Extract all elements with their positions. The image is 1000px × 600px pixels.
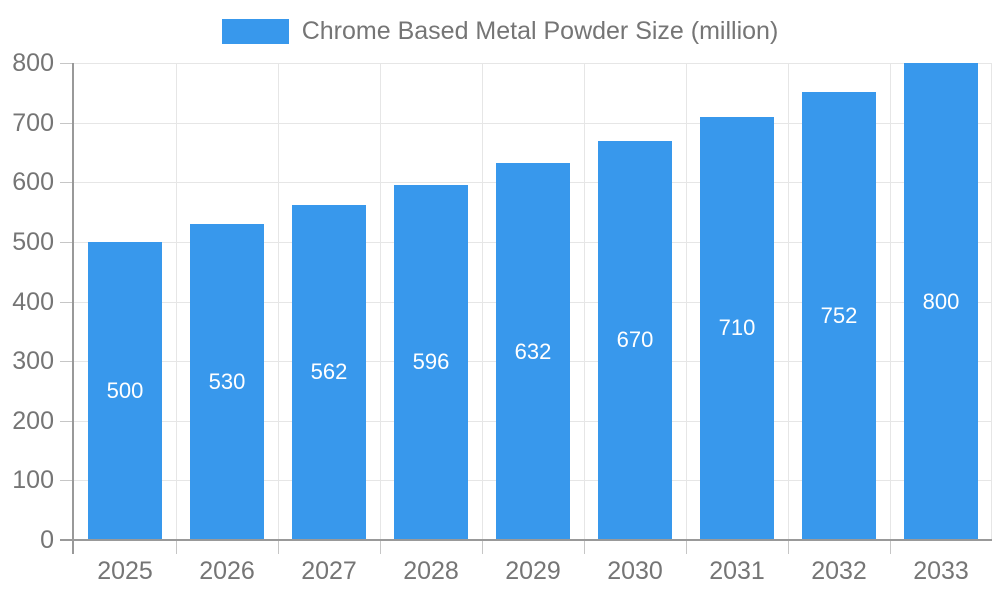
v-gridline (890, 63, 891, 540)
x-tick-label: 2032 (811, 557, 867, 585)
y-tick-label: 200 (12, 406, 54, 435)
v-gridline (991, 63, 992, 540)
v-gridline (788, 63, 789, 540)
y-tick-label: 600 (12, 168, 54, 197)
h-gridline (74, 122, 992, 124)
y-axis-tick (60, 420, 74, 422)
x-tick-label: 2028 (403, 557, 459, 585)
bar-value-label: 500 (106, 377, 144, 403)
v-gridline (380, 63, 381, 540)
plot-area: 500 530 562 596 632 670 710 752 800 (74, 63, 992, 540)
y-tick-label: 700 (12, 108, 54, 137)
x-axis-tick (176, 540, 177, 554)
bar-2027: 562 (292, 204, 366, 540)
y-axis-line (72, 63, 74, 554)
bar-value-label: 562 (310, 359, 348, 385)
chart-legend[interactable]: Chrome Based Metal Powder Size (million) (0, 17, 1000, 46)
bar-value-label: 800 (922, 288, 960, 314)
y-tick-label: 100 (12, 466, 54, 495)
y-tick-label: 400 (12, 287, 54, 316)
x-axis-tick (584, 540, 585, 554)
x-tick-label: 2033 (913, 557, 969, 585)
bar-value-label: 710 (718, 315, 756, 341)
bar-2026: 530 (190, 224, 264, 540)
bar-2025: 500 (88, 241, 162, 540)
bar-value-label: 670 (616, 327, 654, 353)
bar-2032: 752 (802, 91, 876, 540)
bar-2029: 632 (496, 163, 570, 540)
x-axis-tick (686, 540, 687, 554)
y-axis-tick (60, 480, 74, 482)
bar-value-label: 632 (514, 338, 552, 364)
x-axis-tick (788, 540, 789, 554)
bar-value-label: 530 (208, 369, 246, 394)
v-gridline (278, 63, 279, 540)
v-gridline (686, 63, 687, 540)
h-gridline (74, 63, 992, 64)
y-tick-label: 800 (12, 49, 54, 77)
bar-2033: 800 (904, 63, 978, 540)
bar-2028: 596 (394, 184, 468, 540)
y-tick-label: 500 (12, 227, 54, 256)
x-axis-tick (890, 540, 891, 554)
x-tick-label: 2030 (607, 557, 663, 585)
v-gridline (482, 63, 483, 540)
bar-value-label: 596 (412, 349, 450, 375)
y-axis-tick (60, 182, 74, 184)
x-axis-tick (380, 540, 381, 554)
y-tick-label: 0 (40, 526, 54, 554)
x-tick-label: 2026 (199, 557, 255, 585)
x-axis-tick (278, 540, 279, 554)
v-gridline (584, 63, 585, 540)
x-tick-label: 2029 (505, 557, 561, 585)
x-tick-label: 2031 (709, 557, 765, 585)
y-axis-tick (60, 63, 74, 64)
x-tick-label: 2027 (301, 557, 357, 585)
legend-series-label: Chrome Based Metal Powder Size (million) (301, 17, 779, 45)
y-axis-tick (60, 241, 74, 243)
x-axis-line (60, 539, 992, 541)
bar-2030: 670 (598, 140, 672, 540)
y-axis-tick (60, 122, 74, 124)
bar-2031: 710 (700, 116, 774, 540)
y-axis-tick (60, 301, 74, 303)
x-tick-label: 2025 (97, 557, 153, 585)
v-gridline (176, 63, 177, 540)
y-tick-label: 300 (12, 347, 54, 376)
legend-swatch-icon (221, 19, 289, 44)
bar-value-label: 752 (820, 302, 858, 328)
y-axis-tick (60, 361, 74, 363)
x-axis-tick (482, 540, 483, 554)
